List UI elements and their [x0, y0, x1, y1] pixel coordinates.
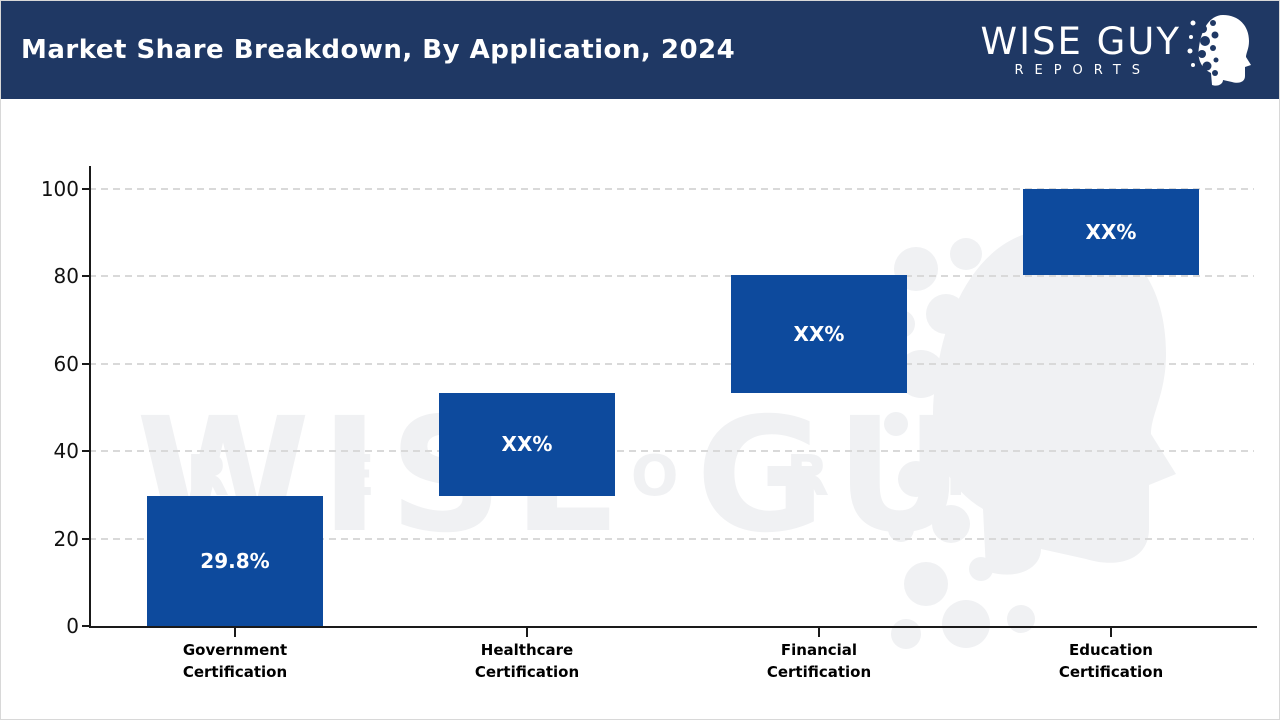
bar-value-label: XX%	[793, 321, 845, 346]
category-label: Financial Certification	[766, 641, 872, 681]
page-title: Market Share Breakdown, By Application, …	[21, 35, 736, 65]
chart-region: WISE GUY R E P O R T S 0 20 40 60 80 100 29.8%…	[1, 99, 1279, 719]
y-tick-label-100: 100	[40, 176, 79, 201]
bar-segment: XX%	[439, 392, 615, 496]
x-tick	[234, 628, 236, 637]
bar-value-label: 29.8%	[200, 548, 270, 573]
header-band: Market Share Breakdown, By Application, …	[1, 1, 1279, 99]
wise-guy-logo: WISE GUY REPORTS	[981, 11, 1279, 89]
bar-segment: XX%	[1023, 188, 1199, 275]
gridline-80	[89, 275, 1254, 277]
x-axis-line	[89, 626, 1257, 628]
logo-wordmark: WISE GUY	[980, 19, 1181, 63]
wise-guy-logo-text: WISE GUY REPORTS	[981, 23, 1181, 78]
bar-segment: XX%	[731, 274, 907, 393]
x-tick	[818, 628, 820, 637]
y-tick-label-40: 40	[53, 439, 79, 463]
y-tick-label-0: 0	[66, 614, 79, 638]
y-axis-line	[89, 166, 91, 628]
category-label: Education Certification	[1058, 641, 1164, 681]
y-tick-label-60: 60	[53, 351, 79, 376]
gridline-40	[89, 450, 1254, 452]
y-tick-60	[82, 362, 89, 365]
y-tick-0	[82, 625, 89, 627]
x-tick	[1110, 628, 1112, 637]
x-tick	[526, 628, 528, 637]
gridline-100	[89, 187, 1254, 190]
gridline-20	[89, 537, 1254, 540]
y-tick-20	[82, 537, 89, 540]
category-label: Healthcare Certification	[474, 641, 580, 681]
bar-value-label: XX%	[1085, 219, 1137, 244]
y-tick-label-80: 80	[53, 264, 79, 288]
y-tick-40	[82, 450, 89, 452]
bar-value-label: XX%	[501, 432, 553, 457]
logo-head-icon	[1187, 15, 1251, 86]
y-tick-100	[82, 187, 89, 190]
gridline-60	[89, 362, 1254, 365]
logo-subtitle: REPORTS	[1014, 62, 1152, 78]
bar-segment: 29.8%	[147, 495, 323, 626]
y-tick-80	[82, 275, 89, 277]
category-label: Government Certification	[182, 641, 288, 681]
y-tick-label-20: 20	[53, 526, 79, 551]
